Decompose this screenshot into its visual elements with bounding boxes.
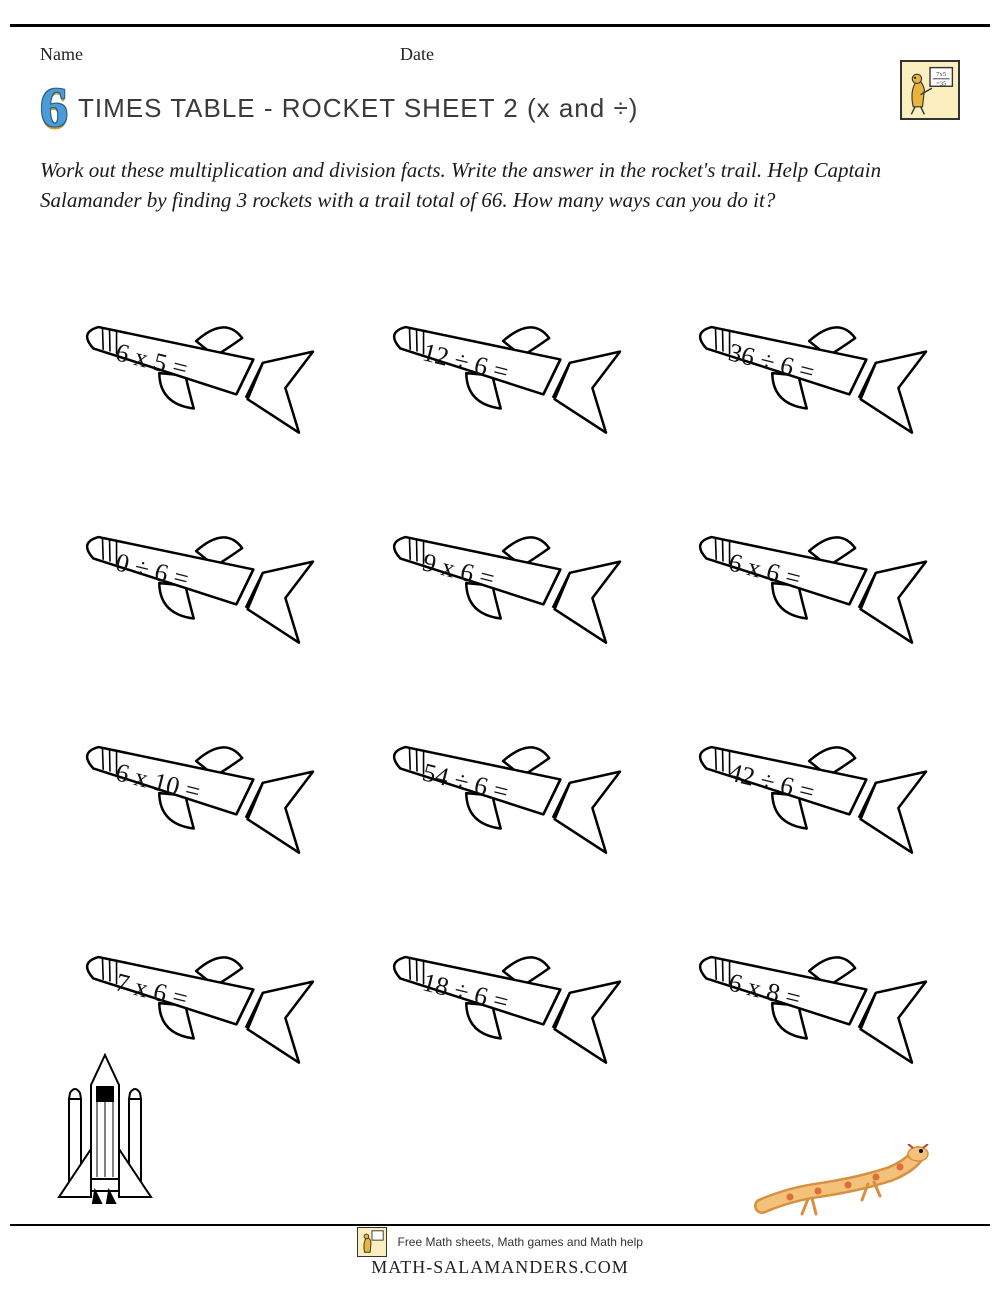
rocket-cell: 12 ÷ 6 =	[367, 275, 654, 475]
rocket-cell: 0 ÷ 6 =	[60, 485, 347, 685]
svg-text:7x5: 7x5	[936, 71, 946, 78]
rocket-cell: 6 x 8 =	[673, 905, 960, 1105]
name-label: Name	[40, 44, 83, 65]
rocket-grid: 6 x 5 = 12 ÷ 6 = 36 ÷ 6 =	[60, 275, 960, 1105]
date-label: Date	[400, 44, 434, 65]
footer-logo-icon	[357, 1227, 387, 1257]
rocket-cell: 42 ÷ 6 =	[673, 695, 960, 895]
title-text: TIMES TABLE - ROCKET SHEET 2 (x and ÷)	[78, 93, 638, 124]
rocket-cell: 18 ÷ 6 =	[367, 905, 654, 1105]
shuttle-icon	[45, 1049, 165, 1209]
bottom-rule	[10, 1224, 990, 1226]
rocket-cell: 6 x 6 =	[673, 485, 960, 685]
rocket-cell: 6 x 10 =	[60, 695, 347, 895]
footer-site: MATH-SALAMANDERS.COM	[0, 1257, 1000, 1278]
rocket-cell: 36 ÷ 6 =	[673, 275, 960, 475]
top-rule	[10, 24, 990, 27]
rocket-cell: 9 x 6 =	[367, 485, 654, 685]
salamander-icon	[750, 1144, 930, 1224]
svg-text:=35: =35	[936, 80, 946, 87]
rocket-cell: 54 ÷ 6 =	[367, 695, 654, 895]
rocket-cell: 6 x 5 =	[60, 275, 347, 475]
worksheet-title: 6 TIMES TABLE - ROCKET SHEET 2 (x and ÷)	[40, 80, 880, 136]
instructions: Work out these multiplication and divisi…	[40, 155, 940, 216]
logo-icon: 7x5 =35	[900, 60, 960, 120]
title-digit: 6	[40, 80, 68, 136]
footer: Free Math sheets, Math games and Math he…	[0, 1227, 1000, 1278]
footer-tagline: Free Math sheets, Math games and Math he…	[397, 1235, 642, 1249]
